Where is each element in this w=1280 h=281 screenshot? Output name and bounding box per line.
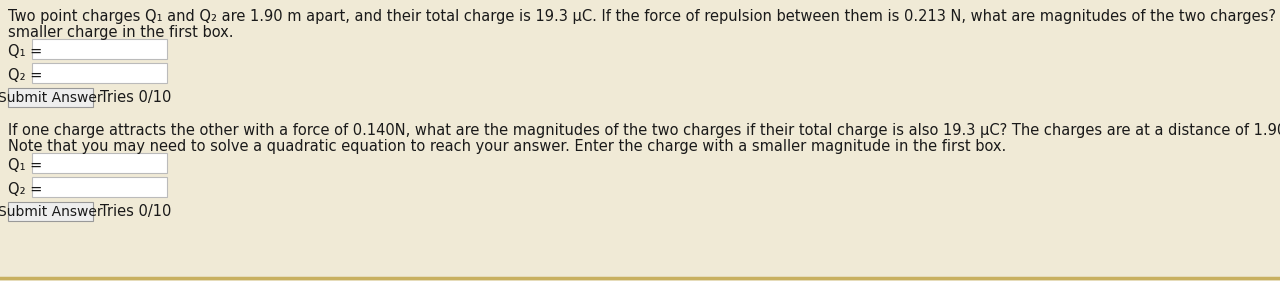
FancyBboxPatch shape xyxy=(32,39,166,59)
Text: If one charge attracts the other with a force of 0.140N, what are the magnitudes: If one charge attracts the other with a … xyxy=(8,123,1280,138)
Text: Q₂ =: Q₂ = xyxy=(8,182,42,197)
FancyBboxPatch shape xyxy=(32,177,166,197)
FancyBboxPatch shape xyxy=(8,202,93,221)
Text: Q₂ =: Q₂ = xyxy=(8,68,42,83)
Text: Submit Answer: Submit Answer xyxy=(0,205,102,219)
FancyBboxPatch shape xyxy=(32,153,166,173)
Text: Tries 0/10: Tries 0/10 xyxy=(100,90,172,105)
Text: Note that you may need to solve a quadratic equation to reach your answer. Enter: Note that you may need to solve a quadra… xyxy=(8,139,1006,154)
Text: Q₁ =: Q₁ = xyxy=(8,158,42,173)
FancyBboxPatch shape xyxy=(8,88,93,107)
Text: Tries 0/10: Tries 0/10 xyxy=(100,204,172,219)
Text: smaller charge in the first box.: smaller charge in the first box. xyxy=(8,25,233,40)
Text: Q₁ =: Q₁ = xyxy=(8,44,42,59)
Text: Two point charges Q₁ and Q₂ are 1.90 m apart, and their total charge is 19.3 μC.: Two point charges Q₁ and Q₂ are 1.90 m a… xyxy=(8,9,1280,24)
FancyBboxPatch shape xyxy=(32,63,166,83)
Text: Submit Answer: Submit Answer xyxy=(0,90,102,105)
